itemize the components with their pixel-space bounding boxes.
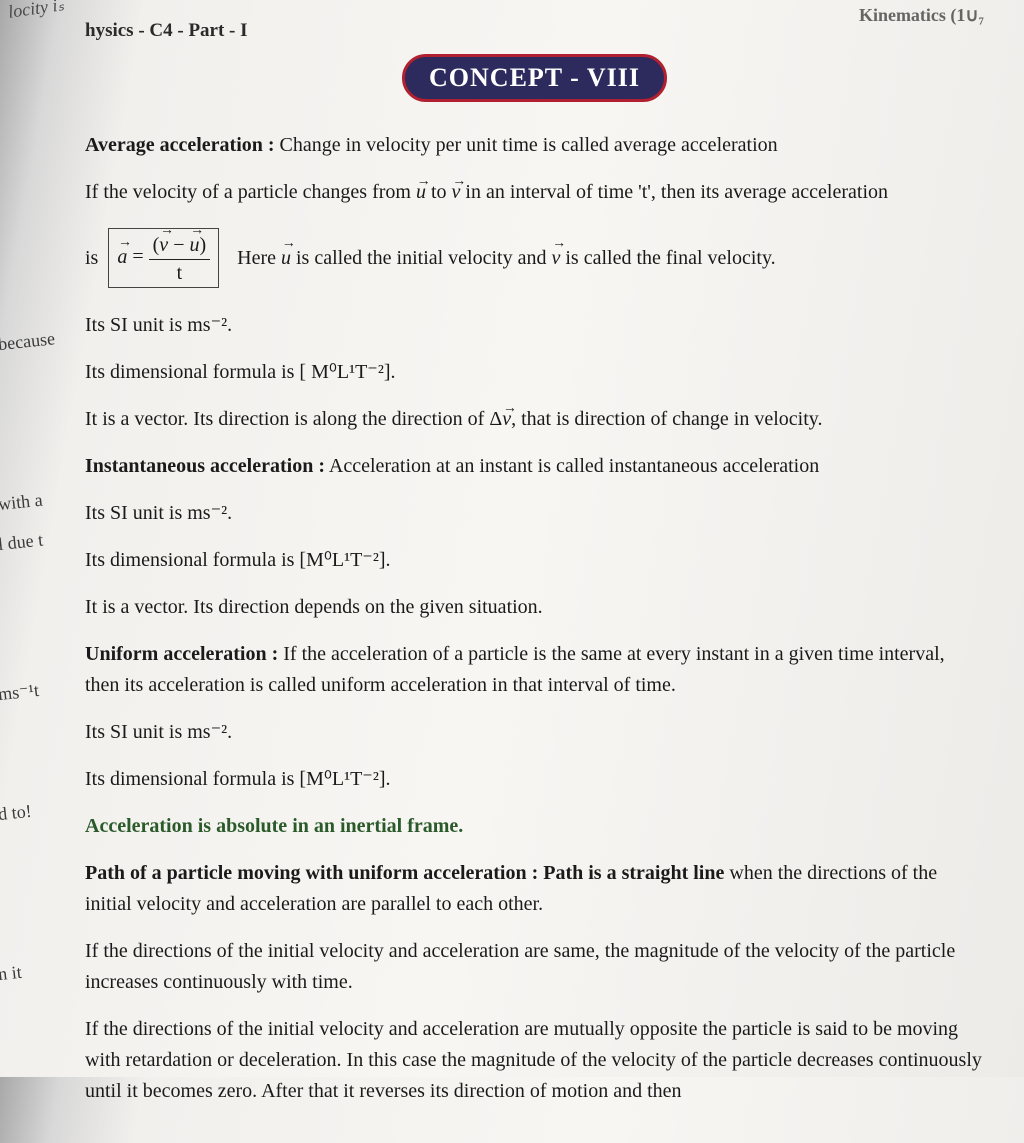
uniform-accel-def: Uniform acceleration : If the accelerati… xyxy=(85,639,984,701)
margin-because: because xyxy=(0,326,79,355)
inst-vector: It is a vector. Its direction depends on… xyxy=(85,592,984,623)
formula-row: is a = (v − u) t Here u is called the in… xyxy=(85,228,984,288)
inertial-text: Acceleration is absolute in an inertial … xyxy=(85,815,463,837)
para-opp-dir: If the directions of the initial velocit… xyxy=(85,1014,984,1107)
p2-post: in an interval of time 't', then its ave… xyxy=(460,181,888,203)
page-header: hysics - C4 - Part - I Kinematics (1∪₇ xyxy=(85,20,984,42)
inst-lead: Instantaneous acceleration : xyxy=(85,455,325,477)
si-unit-1: Its SI unit is ms⁻². xyxy=(85,310,984,341)
avg-accel-text: Change in velocity per unit time is call… xyxy=(275,134,778,156)
dim3-text: Its dimensional formula is [M⁰L¹T⁻²]. xyxy=(85,768,391,790)
margin-due-t: l due t xyxy=(0,526,79,555)
margin-ms: ms⁻¹t xyxy=(0,676,79,705)
formula-box: a = (v − u) t xyxy=(108,228,219,288)
u-vec-num: u xyxy=(189,234,199,256)
section-label: Kinematics (1∪₇ xyxy=(859,5,984,26)
fraction: (v − u) t xyxy=(149,233,211,283)
concept-badge-row: CONCEPT - VIII xyxy=(85,54,984,102)
a-vector: a xyxy=(117,246,127,268)
cutoff-text-locity: locity iₛ xyxy=(7,0,66,23)
v-vec-num: v xyxy=(159,234,168,256)
here-post: is called the final velocity. xyxy=(560,247,775,269)
avg-accel-lead: Average acceleration : xyxy=(85,134,275,156)
vec-pre: It is a vector. Its direction is along t… xyxy=(85,408,502,430)
si-unit-3: Its SI unit is ms⁻². xyxy=(85,717,984,748)
avg-accel-def: Average acceleration : Change in velocit… xyxy=(85,130,984,161)
vec-post: , that is direction of change in velocit… xyxy=(511,408,822,430)
dim-formula-3: Its dimensional formula is [M⁰L¹T⁻²]. xyxy=(85,764,984,795)
margin-n-it: n it xyxy=(0,956,79,985)
delta-v-vector: v xyxy=(502,408,511,430)
dim2-text: Its dimensional formula is [M⁰L¹T⁻²]. xyxy=(85,549,391,571)
u-vector: u xyxy=(416,181,426,203)
para-velocity-change: If the velocity of a particle changes fr… xyxy=(85,177,984,208)
vector-direction: It is a vector. Its direction is along t… xyxy=(85,404,984,435)
path-para: Path of a particle moving with uniform a… xyxy=(85,858,984,920)
u-vec2: u xyxy=(281,247,291,269)
unif-lead: Uniform acceleration : xyxy=(85,643,278,665)
margin-with-a: with a xyxy=(0,486,79,515)
dim-formula-2: Its dimensional formula is [M⁰L¹T⁻²]. xyxy=(85,545,984,576)
here-mid: is called the initial velocity and xyxy=(291,247,551,269)
t-denom: t xyxy=(177,260,183,283)
formula-explain: Here u is called the initial velocity an… xyxy=(237,247,776,270)
dim-formula-1: Its dimensional formula is [ M⁰L¹T⁻²]. xyxy=(85,357,984,388)
para-same-dir: If the directions of the initial velocit… xyxy=(85,936,984,998)
content-body: Average acceleration : Change in velocit… xyxy=(85,130,984,1107)
v-vector: v xyxy=(452,181,461,203)
dim1-text: Its dimensional formula is [ M⁰L¹T⁻²]. xyxy=(85,361,396,383)
chapter-label: hysics - C4 - Part - I xyxy=(85,20,248,42)
si-unit-2: Its SI unit is ms⁻². xyxy=(85,498,984,529)
margin-d-to: d to! xyxy=(0,796,79,825)
path-lead: Path of a particle moving with uniform a… xyxy=(85,862,724,884)
inertial-frame: Acceleration is absolute in an inertial … xyxy=(85,811,984,842)
inst-text: Acceleration at an instant is called ins… xyxy=(325,455,819,477)
is-label: is xyxy=(85,247,98,270)
inst-accel-def: Instantaneous acceleration : Acceleratio… xyxy=(85,451,984,482)
here-pre: Here xyxy=(237,247,281,269)
p2-pre: If the velocity of a particle changes fr… xyxy=(85,181,416,203)
concept-pill: CONCEPT - VIII xyxy=(402,54,667,102)
v-vec2: v xyxy=(551,247,560,269)
